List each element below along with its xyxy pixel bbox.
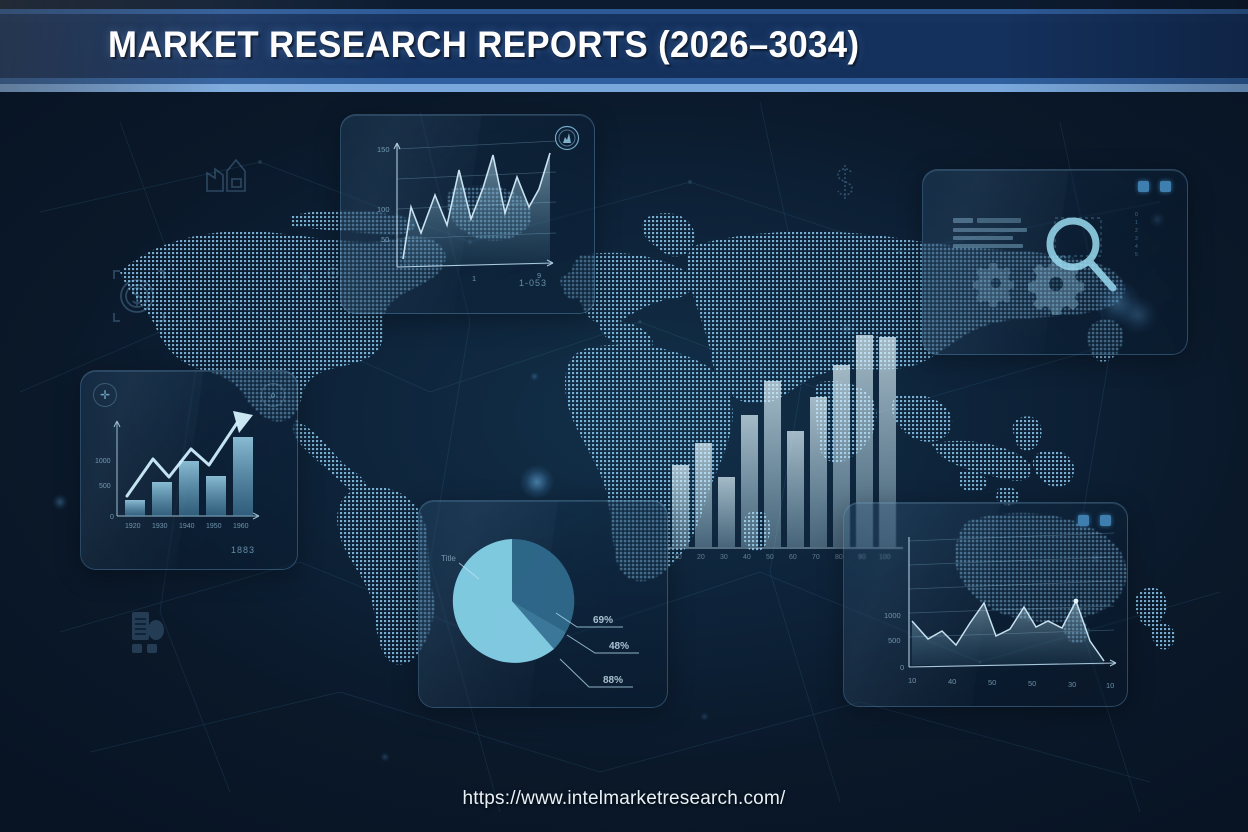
pie-label-3: 88% (603, 675, 623, 686)
bokeh-dot (700, 712, 709, 721)
svg-text:150: 150 (377, 145, 390, 154)
svg-text:70: 70 (812, 554, 820, 561)
bar-chart-growth-panel-caption: 1883 (231, 545, 256, 555)
line-chart-panel-caption: 1-053 (519, 278, 548, 288)
svg-text:50: 50 (381, 235, 389, 244)
svg-text:4: 4 (1135, 244, 1138, 250)
dollar-coin-icon (110, 267, 168, 325)
svg-text:500: 500 (99, 483, 111, 490)
report-document-icon (128, 610, 168, 656)
svg-text:20: 20 (697, 554, 705, 561)
bokeh-dot (300, 272, 311, 283)
dollar-sign-icon (828, 160, 862, 202)
svg-text:80: 80 (835, 554, 843, 561)
network-node-icon (320, 260, 346, 286)
svg-text:50: 50 (1028, 679, 1036, 688)
svg-text:40: 40 (743, 554, 751, 561)
svg-text:10: 10 (908, 676, 916, 685)
svg-text:1000: 1000 (884, 611, 901, 620)
svg-text:1000: 1000 (95, 458, 111, 465)
pie-label-1: 69% (593, 615, 613, 626)
svg-text:1960: 1960 (233, 523, 249, 530)
svg-text:3: 3 (1135, 236, 1138, 242)
window-control-close[interactable] (1160, 181, 1171, 192)
target-icon[interactable]: ✛ (93, 383, 117, 407)
svg-text:500: 500 (888, 636, 901, 645)
svg-text:100: 100 (377, 205, 390, 214)
svg-text:1920: 1920 (125, 523, 141, 530)
gear-icon (1028, 259, 1084, 315)
svg-text:60: 60 (789, 554, 797, 561)
bokeh-dot (380, 752, 390, 762)
magnifier-icon (1046, 217, 1117, 292)
svg-text:30: 30 (720, 554, 728, 561)
svg-text:1: 1 (1135, 220, 1138, 226)
bar-chart-growth-panel[interactable]: ✛ ⌕ (80, 370, 298, 570)
analytics-badge-icon (554, 125, 580, 151)
svg-text:0: 0 (1135, 212, 1138, 218)
factory-icon (203, 155, 251, 195)
svg-text:0: 0 (900, 663, 904, 672)
search-dashboard-panel[interactable]: 0 1 2 3 4 5 (922, 169, 1188, 355)
svg-text:50: 50 (988, 678, 996, 687)
pie-label-2: 48% (609, 641, 629, 652)
line-chart-panel[interactable]: 150 100 50 1 9 1-053 (340, 114, 595, 314)
footer-url[interactable]: https://www.intelmarketresearch.com/ (462, 788, 786, 809)
area-chart-panel[interactable]: 1000 500 0 10 40 50 50 30 10 (843, 502, 1128, 707)
svg-text:9: 9 (537, 271, 541, 280)
svg-text:1930: 1930 (152, 523, 168, 530)
window-control-minimize[interactable] (1138, 181, 1149, 192)
page-title: MARKET RESEARCH REPORTS (2026–3034) (108, 24, 860, 65)
window-control-minimize[interactable] (1078, 515, 1089, 526)
bokeh-dot (530, 372, 539, 381)
pie-title-label: Title (441, 554, 456, 563)
svg-text:5: 5 (1135, 252, 1138, 258)
svg-text:1950: 1950 (206, 523, 222, 530)
svg-text:10: 10 (674, 554, 682, 561)
header-banner: MARKET RESEARCH REPORTS (2026–3034) (0, 0, 1248, 92)
svg-text:1940: 1940 (179, 523, 195, 530)
svg-text:10: 10 (1106, 681, 1114, 690)
window-control-close[interactable] (1100, 515, 1111, 526)
bokeh-dot (520, 465, 554, 499)
svg-text:1: 1 (472, 274, 476, 283)
pie-chart-panel[interactable]: 69% 48% 88% Title (418, 500, 668, 708)
svg-text:0: 0 (110, 514, 114, 521)
search-icon[interactable]: ⌕ (261, 383, 285, 407)
svg-text:50: 50 (766, 554, 774, 561)
svg-text:30: 30 (1068, 680, 1076, 689)
svg-text:2: 2 (1135, 228, 1138, 234)
bokeh-dot (52, 494, 68, 510)
svg-text:40: 40 (948, 677, 956, 686)
